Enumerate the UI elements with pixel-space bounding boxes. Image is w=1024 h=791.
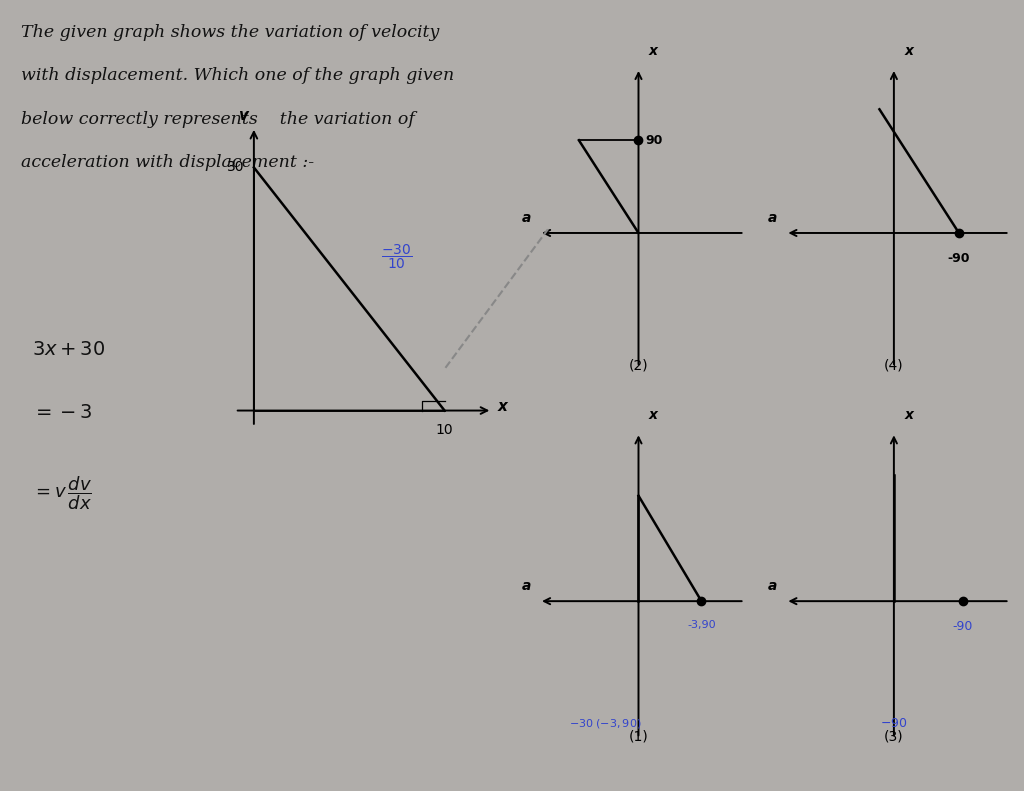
Text: x: x bbox=[648, 44, 657, 58]
Text: x: x bbox=[905, 44, 913, 58]
Text: -3,90: -3,90 bbox=[687, 620, 716, 630]
Text: with displacement. Which one of the graph given: with displacement. Which one of the grap… bbox=[22, 67, 455, 84]
Text: (1): (1) bbox=[629, 729, 648, 744]
Text: x: x bbox=[498, 399, 508, 414]
Text: x: x bbox=[905, 408, 913, 422]
Text: below correctly represents    the variation of: below correctly represents the variation… bbox=[22, 111, 415, 127]
Text: -90: -90 bbox=[947, 252, 970, 264]
Text: The given graph shows the variation of velocity: The given graph shows the variation of v… bbox=[22, 24, 439, 40]
Text: (3): (3) bbox=[884, 729, 904, 744]
Text: $-90$: $-90$ bbox=[880, 717, 907, 730]
Text: 30: 30 bbox=[227, 161, 245, 175]
Text: $3x + 30$: $3x + 30$ bbox=[32, 340, 105, 359]
Text: $\dfrac{-30}{10}$: $\dfrac{-30}{10}$ bbox=[381, 242, 413, 271]
Text: $-30\;(-3,90)$: $-30\;(-3,90)$ bbox=[569, 717, 642, 730]
Text: a: a bbox=[767, 210, 777, 225]
Text: $= v\,\dfrac{dv}{dx}$: $= v\,\dfrac{dv}{dx}$ bbox=[32, 475, 92, 513]
Text: x: x bbox=[648, 408, 657, 422]
Text: 90: 90 bbox=[645, 134, 663, 146]
Text: -90: -90 bbox=[952, 620, 973, 633]
Text: a: a bbox=[522, 210, 531, 225]
Text: acceleration with displacement :-: acceleration with displacement :- bbox=[22, 154, 314, 171]
Text: a: a bbox=[522, 579, 531, 592]
Text: (2): (2) bbox=[629, 358, 648, 372]
Text: a: a bbox=[767, 579, 777, 592]
Text: $= -3$: $= -3$ bbox=[32, 403, 92, 422]
Text: (4): (4) bbox=[884, 358, 904, 372]
Text: v: v bbox=[239, 108, 248, 123]
Text: 10: 10 bbox=[436, 422, 454, 437]
